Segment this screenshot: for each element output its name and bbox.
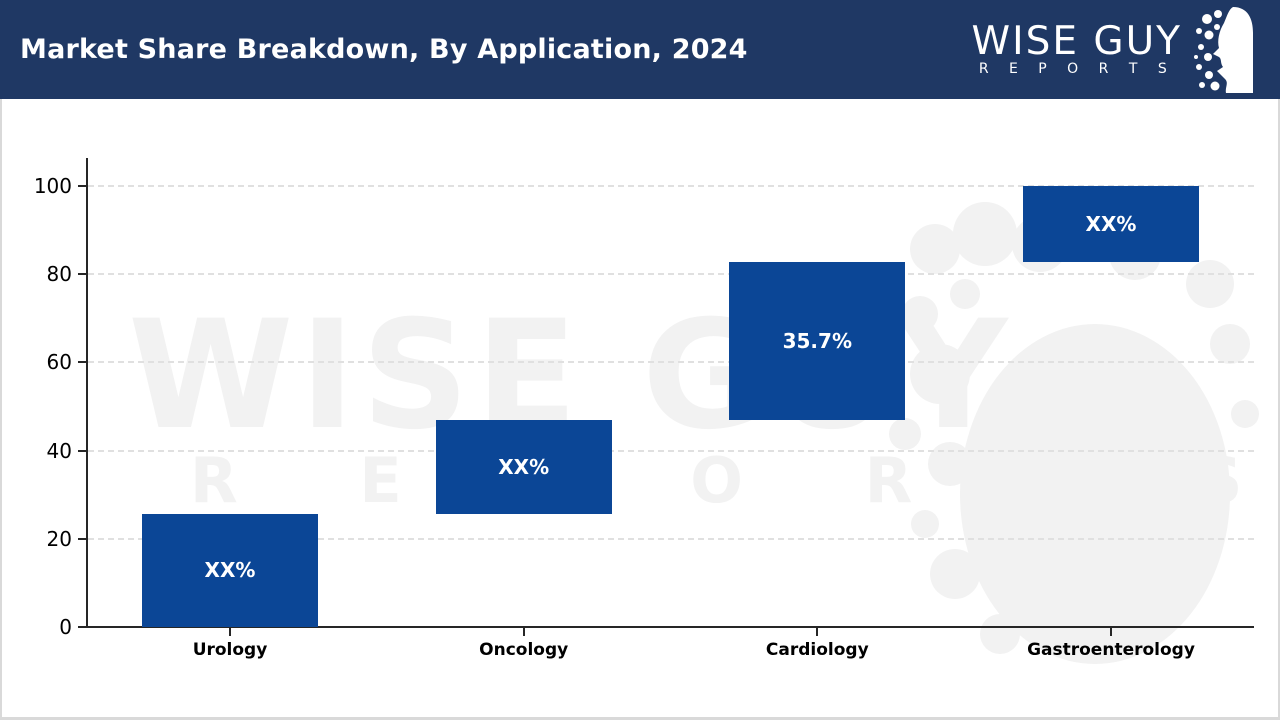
x-tick-mark (816, 628, 819, 636)
wise-guy-logo: WISE GUY R E P O R T S (971, 6, 1262, 93)
y-tick-mark (78, 361, 87, 364)
bar-value-label: XX% (1085, 212, 1137, 237)
x-tick-mark (522, 628, 525, 636)
bar-value-label: 35.7% (782, 328, 852, 353)
y-tick-mark (78, 185, 87, 187)
frame-bottom-border (0, 717, 1280, 720)
bar-oncology: XX% (435, 419, 612, 514)
x-category-label: Urology (192, 640, 268, 660)
y-tick-label: 40 (46, 438, 72, 463)
bar-urology: XX% (142, 513, 318, 627)
gridline (88, 273, 1254, 276)
frame-right-border (1278, 99, 1280, 720)
bar-cardiology: 35.7% (729, 262, 906, 420)
wise-guy-head-icon (1194, 6, 1253, 93)
chart-title: Market Share Breakdown, By Application, … (20, 34, 748, 65)
gridline (88, 449, 1254, 452)
bar-gastroenterology: XX% (1023, 186, 1199, 263)
y-tick-mark (78, 273, 87, 276)
bar-value-label: XX% (204, 558, 256, 583)
y-tick-label: 60 (46, 350, 72, 375)
gridline (88, 361, 1254, 364)
logo-wordmark: WISE GUY (971, 18, 1182, 64)
gridline (88, 185, 1254, 187)
y-tick-label: 80 (46, 262, 72, 287)
y-tick-mark (78, 626, 87, 628)
y-axis-line (86, 158, 88, 628)
x-tick-mark (229, 628, 231, 636)
y-tick-label: 0 (59, 615, 72, 639)
y-tick-label: 100 (33, 174, 72, 198)
x-tick-mark (1110, 628, 1112, 636)
gridline (88, 537, 1254, 540)
x-category-label: Cardiology (765, 640, 869, 660)
logo-text: WISE GUY R E P O R T S (971, 18, 1182, 78)
x-axis-line (86, 626, 1254, 628)
x-category-label: Gastroenterology (1027, 640, 1195, 660)
logo-subtext: R E P O R T S (978, 61, 1175, 78)
x-category-label: Oncology (479, 640, 569, 660)
y-tick-label: 20 (46, 526, 72, 551)
y-tick-mark (78, 449, 87, 452)
y-tick-mark (78, 537, 87, 540)
header-bar: Market Share Breakdown, By Application, … (0, 0, 1280, 99)
frame-left-border (0, 99, 2, 720)
bar-value-label: XX% (498, 454, 550, 479)
